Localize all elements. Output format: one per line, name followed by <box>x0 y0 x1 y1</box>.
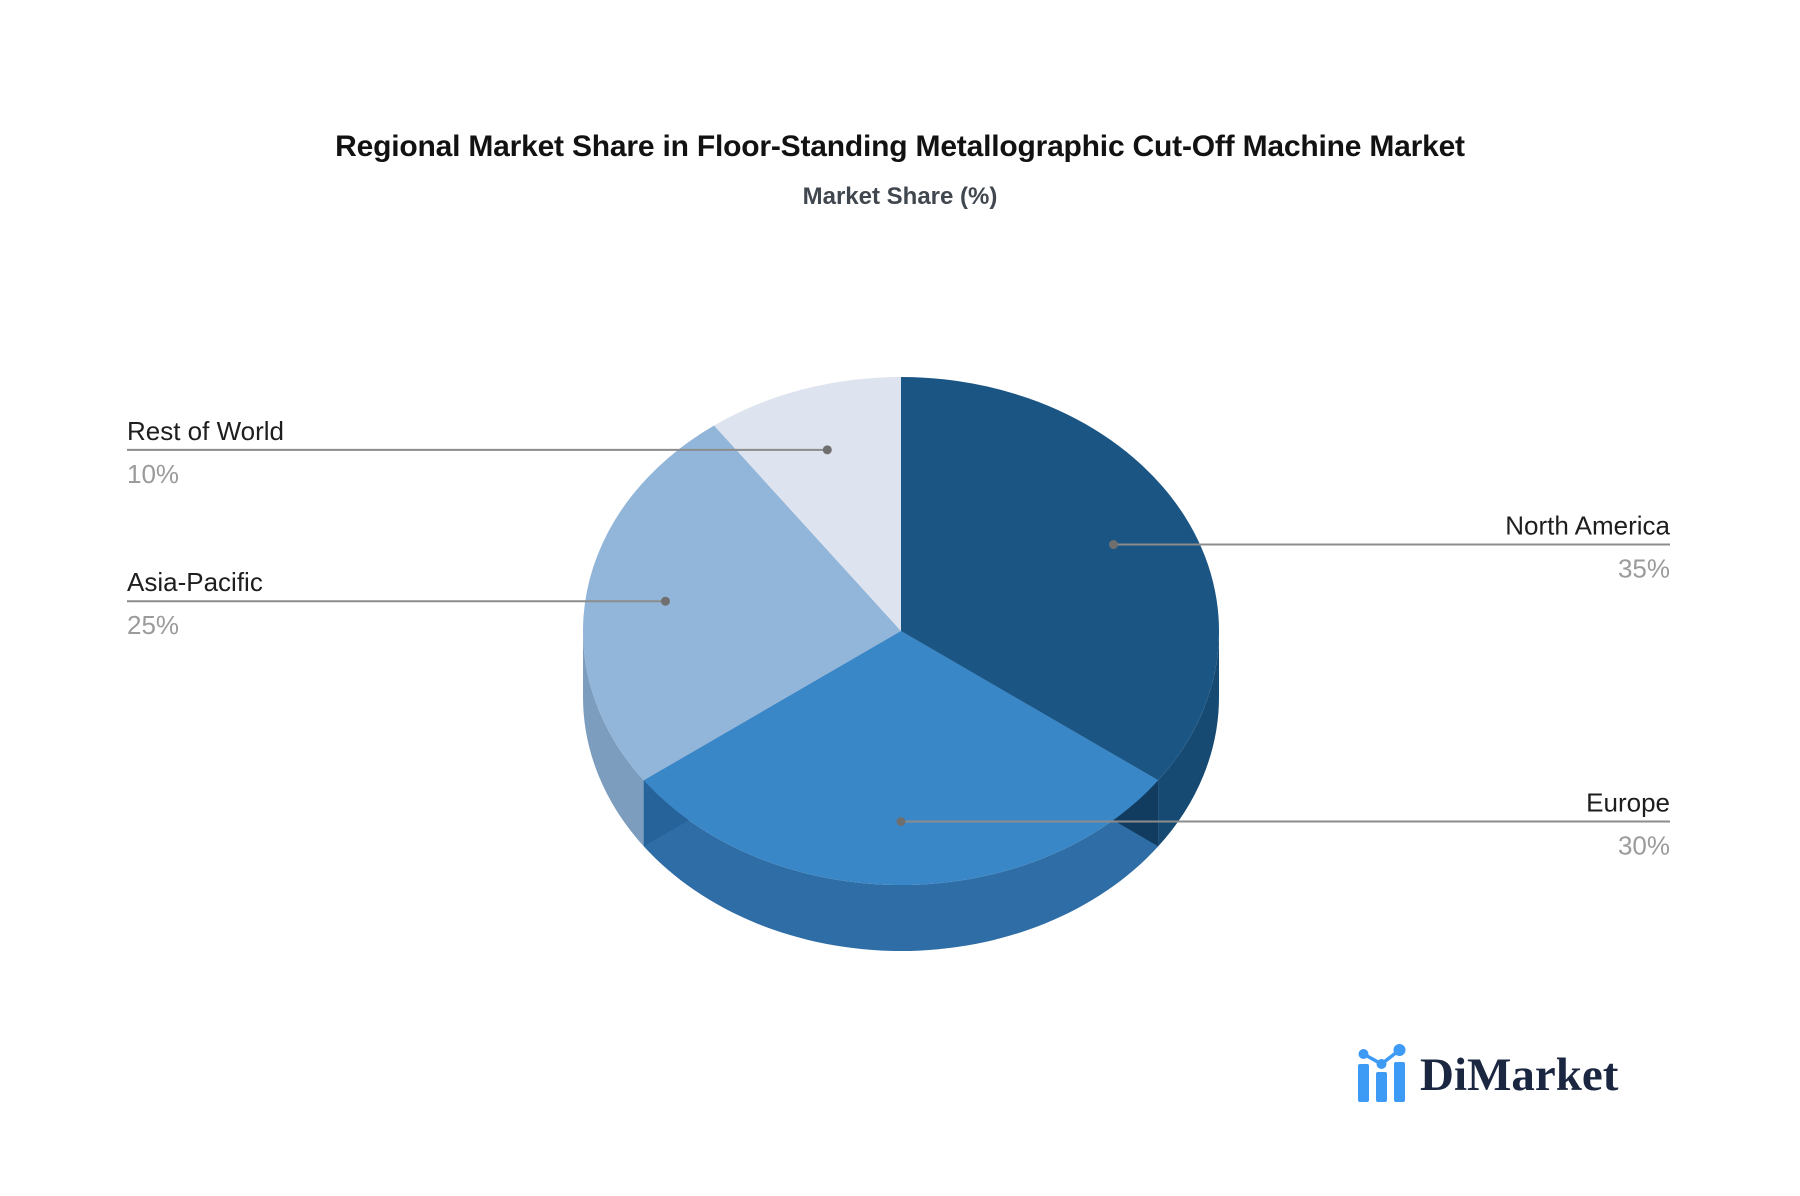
slice-value-europe: 30% <box>1618 831 1670 861</box>
pie-slice-north-america[interactable] <box>901 377 1220 781</box>
dimarket-logo-text: DiMarket <box>1420 1049 1619 1101</box>
pie-side-europe <box>643 780 1159 952</box>
leader-dot-europe <box>896 817 906 826</box>
chart-title: Regional Market Share in Floor-Standing … <box>335 130 1465 163</box>
dimarket-logo: DiMarket <box>1356 1036 1676 1116</box>
logo-dot-left <box>1358 1049 1369 1059</box>
slice-label-rest-of-world: Rest of World <box>127 416 284 446</box>
chart-subtitle: Market Share (%) <box>802 183 998 210</box>
logo-bar-middle <box>1376 1072 1387 1102</box>
logo-bar-right <box>1394 1062 1405 1102</box>
logo-dot-right <box>1393 1044 1406 1056</box>
logo-bar-left <box>1358 1064 1369 1102</box>
pie-side-asia-pacific <box>583 631 644 847</box>
logo-dot-middle <box>1376 1059 1387 1069</box>
pie-side-north-america <box>1158 631 1219 847</box>
slice-label-europe: Europe <box>1586 788 1670 818</box>
slice-label-asia-pacific: Asia-Pacific <box>127 567 263 597</box>
leader-dot-rest-of-world <box>822 445 832 455</box>
pie-slice-asia-pacific[interactable] <box>582 425 901 781</box>
slice-value-rest-of-world: 10% <box>127 459 179 489</box>
leader-dot-asia-pacific <box>660 596 670 606</box>
pie-slice-rest-of-world[interactable] <box>714 377 901 631</box>
slice-value-north-america: 35% <box>1618 554 1670 584</box>
slice-label-north-america: North America <box>1505 511 1670 541</box>
leader-dot-north-america <box>1109 540 1119 550</box>
slice-value-asia-pacific: 25% <box>127 610 179 640</box>
bar-chart-sparkline-icon <box>1358 1044 1406 1102</box>
